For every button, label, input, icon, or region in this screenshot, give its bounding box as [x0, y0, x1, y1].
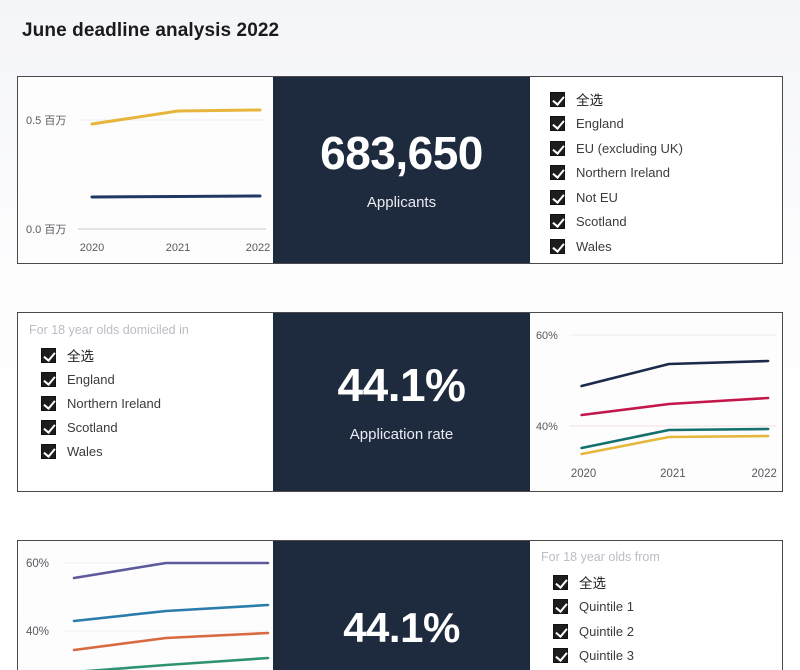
- kpi-label: Applicants: [366, 193, 437, 211]
- xtick-label-2-2: 2022: [751, 468, 776, 480]
- ytick-label-2-1: 40%: [536, 421, 558, 433]
- application-rate-quintile-chart: 60% 40%: [18, 541, 273, 670]
- quintile-filter-list: For 18 year olds from 全选 Quintile 1 Quin…: [530, 541, 782, 670]
- chart-svg-1: 0.5 百万 0.0 百万 2020 2021 2022: [18, 77, 273, 263]
- ytick-label-2-0: 60%: [536, 330, 558, 342]
- xtick-label-2-0: 2020: [571, 468, 596, 480]
- xtick-label-1-0: 2020: [80, 242, 104, 254]
- application-rate-quintile-kpi: 44.1%: [273, 541, 530, 670]
- checkbox-label: EU (excluding UK): [576, 140, 683, 156]
- checkbox-icon[interactable]: [550, 165, 565, 181]
- line-series-gold: [90, 108, 262, 126]
- chart-svg-2: 60% 40% 2020 2021 2022: [530, 313, 782, 491]
- checkbox-row-select-all[interactable]: 全选: [550, 87, 782, 112]
- domicile-filter-list: 全选 England EU (excluding UK) Northern Ir…: [530, 77, 782, 263]
- xtick-label-1-1: 2021: [166, 242, 190, 254]
- card-application-rate-domicile: For 18 year olds domiciled in 全选 England…: [17, 312, 783, 492]
- checkbox-icon[interactable]: [550, 238, 565, 254]
- checkbox-row-quintile-3[interactable]: Quintile 3: [553, 644, 782, 669]
- applicants-kpi: 683,650 Applicants: [273, 77, 530, 263]
- line-england: [580, 359, 770, 388]
- line-northern-ireland: [580, 396, 770, 417]
- checkbox-label: Wales: [576, 238, 612, 254]
- checkbox-row-england[interactable]: England: [41, 367, 273, 391]
- checkbox-row-not-eu[interactable]: Not EU: [550, 185, 782, 210]
- checkbox-label: England: [67, 371, 115, 387]
- list-header: For 18 year olds from: [541, 550, 660, 564]
- kpi-label: Application rate: [349, 425, 454, 443]
- checkbox-row-eu-excluding-uk[interactable]: EU (excluding UK): [550, 136, 782, 161]
- checkbox-icon[interactable]: [553, 623, 568, 639]
- applicants-trend-chart: 0.5 百万 0.0 百万 2020 2021 2022: [18, 77, 273, 263]
- line-scotland: [580, 427, 770, 450]
- chart-canvas-3: 60% 40%: [18, 541, 273, 670]
- checkbox-icon[interactable]: [550, 214, 565, 230]
- chart-canvas-1: 0.5 百万 0.0 百万 2020 2021 2022: [18, 77, 273, 263]
- checkbox-label: Northern Ireland: [67, 395, 161, 411]
- checkbox-icon[interactable]: [550, 140, 565, 156]
- checkbox-label: Wales: [67, 443, 103, 459]
- checkbox-row-northern-ireland[interactable]: Northern Ireland: [550, 161, 782, 186]
- checkbox-row-select-all[interactable]: 全选: [553, 570, 782, 595]
- checkbox-row-quintile-2[interactable]: Quintile 2: [553, 619, 782, 644]
- application-rate-kpi: 44.1% Application rate: [273, 313, 530, 491]
- checkbox-row-wales[interactable]: Wales: [550, 234, 782, 259]
- page-title: June deadline analysis 2022: [22, 20, 280, 41]
- list-header: For 18 year olds domiciled in: [29, 323, 189, 337]
- ytick-label-3-1: 40%: [26, 626, 49, 638]
- checkbox-label: 全选: [579, 576, 606, 592]
- line-quintile-5: [72, 561, 270, 580]
- checkbox-row-scotland[interactable]: Scotland: [41, 415, 273, 439]
- chart-canvas-2: 60% 40% 2020 2021 2022: [530, 313, 782, 491]
- card-application-rate-quintile: 60% 40% 44.1% For 18 year olds from 全选: [17, 540, 783, 670]
- checkbox-label: 全选: [576, 93, 603, 109]
- checkbox-row-select-all[interactable]: 全选: [41, 343, 273, 367]
- line-wales: [580, 434, 770, 456]
- application-rate-domicile-chart: 60% 40% 2020 2021 2022: [530, 313, 782, 491]
- checkbox-label: Quintile 3: [579, 648, 634, 664]
- checkbox-label: Northern Ireland: [576, 165, 670, 181]
- checkbox-row-scotland[interactable]: Scotland: [550, 210, 782, 235]
- checkbox-row-quintile-1[interactable]: Quintile 1: [553, 595, 782, 620]
- checkbox-icon[interactable]: [553, 648, 568, 664]
- checkbox-icon[interactable]: [550, 189, 565, 205]
- checkbox-icon[interactable]: [41, 443, 56, 459]
- kpi-value: 683,650: [320, 126, 483, 179]
- checkbox-row-northern-ireland[interactable]: Northern Ireland: [41, 391, 273, 415]
- checkbox-icon[interactable]: [41, 371, 56, 387]
- checkbox-icon[interactable]: [41, 347, 56, 363]
- ytick-label-1-1: 0.0 百万: [26, 224, 66, 236]
- kpi-value: 44.1%: [337, 358, 466, 411]
- checkbox-label: Quintile 1: [579, 599, 634, 615]
- checkbox-icon[interactable]: [550, 116, 565, 132]
- checkbox-label: Scotland: [67, 419, 118, 435]
- kpi-value: 44.1%: [343, 604, 460, 651]
- checkbox-icon[interactable]: [41, 395, 56, 411]
- checkbox-label: 全选: [67, 349, 94, 364]
- line-quintile-3: [72, 631, 270, 652]
- checkbox-icon[interactable]: [41, 419, 56, 435]
- ytick-label-1-0: 0.5 百万: [26, 115, 66, 127]
- domicile-filter-list-2: For 18 year olds domiciled in 全选 England…: [18, 313, 273, 491]
- checkbox-row-wales[interactable]: Wales: [41, 439, 273, 463]
- checkbox-label: Not EU: [576, 189, 618, 205]
- xtick-label-1-2: 2022: [246, 242, 270, 254]
- checkbox-label: England: [576, 116, 624, 132]
- checkbox-icon[interactable]: [553, 574, 568, 590]
- checkbox-icon[interactable]: [553, 599, 568, 615]
- card-applicants: 0.5 百万 0.0 百万 2020 2021 2022 683,650 App…: [17, 76, 783, 264]
- ytick-label-3-0: 60%: [26, 558, 49, 570]
- line-series-navy: [90, 194, 262, 199]
- chart-svg-3: 60% 40%: [18, 541, 273, 670]
- checkbox-row-england[interactable]: England: [550, 112, 782, 137]
- checkbox-label: Scotland: [576, 214, 627, 230]
- xtick-label-2-1: 2021: [660, 468, 685, 480]
- checkbox-label: Quintile 2: [579, 623, 634, 639]
- line-quintile-4: [72, 603, 270, 623]
- checkbox-icon[interactable]: [550, 91, 565, 107]
